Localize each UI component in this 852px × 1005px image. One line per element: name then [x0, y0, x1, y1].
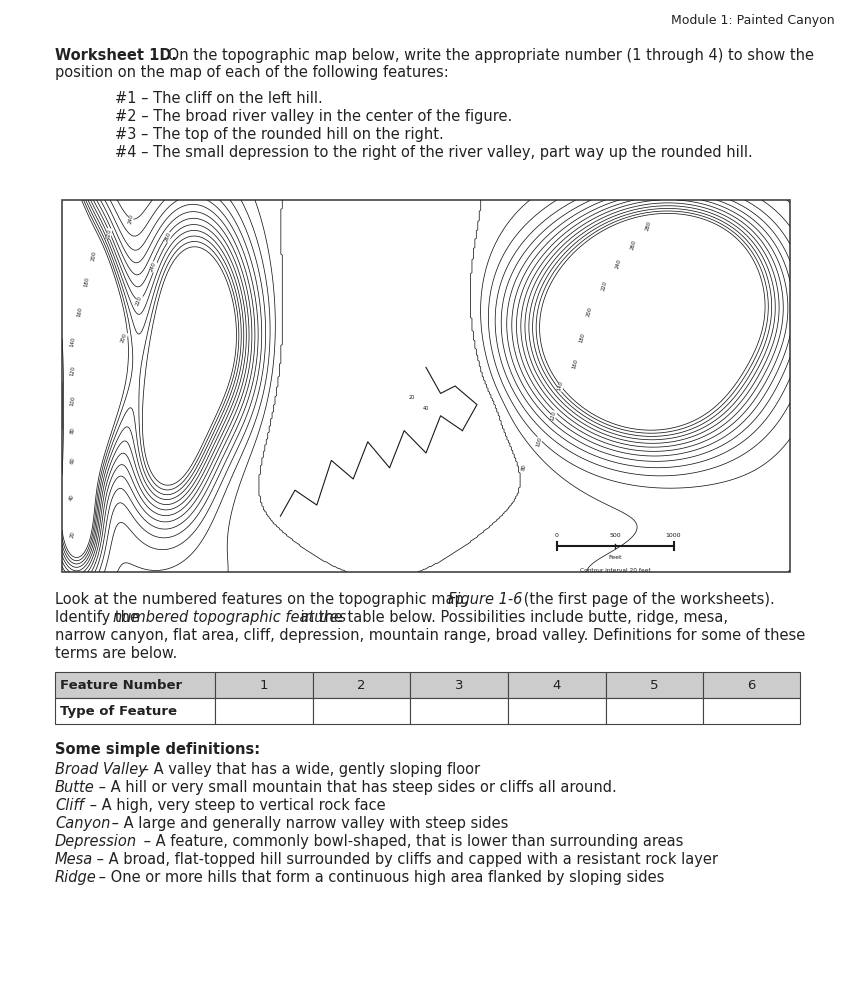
- Text: Worksheet 1D.: Worksheet 1D.: [55, 48, 177, 63]
- Text: narrow canyon, flat area, cliff, depression, mountain range, broad valley. Defin: narrow canyon, flat area, cliff, depress…: [55, 628, 805, 643]
- Text: 80: 80: [521, 464, 527, 471]
- Bar: [606, 698, 703, 724]
- Text: Feet: Feet: [608, 555, 622, 560]
- Text: 6: 6: [747, 678, 756, 691]
- Text: 4: 4: [553, 678, 561, 691]
- Text: 100: 100: [535, 436, 543, 447]
- Text: (the first page of the worksheets).: (the first page of the worksheets).: [519, 592, 774, 607]
- Text: 200: 200: [91, 250, 98, 261]
- Text: in the table below. Possibilities include butte, ridge, mesa,: in the table below. Possibilities includ…: [296, 610, 728, 625]
- Text: 180: 180: [579, 332, 586, 343]
- Text: Broad Valley: Broad Valley: [55, 762, 147, 777]
- Text: Figure 1-6: Figure 1-6: [448, 592, 522, 607]
- Text: Cliff: Cliff: [55, 798, 83, 813]
- Text: 20: 20: [69, 531, 75, 539]
- Text: 160: 160: [572, 358, 579, 369]
- Text: #4 – The small depression to the right of the river valley, part way up the roun: #4 – The small depression to the right o…: [115, 145, 753, 160]
- Text: On the topographic map below, write the appropriate number (1 through 4) to show: On the topographic map below, write the …: [163, 48, 814, 63]
- Bar: [313, 672, 411, 698]
- Text: 260: 260: [164, 231, 172, 243]
- Text: 20: 20: [408, 395, 415, 400]
- Text: Depression: Depression: [55, 834, 137, 849]
- Text: 140: 140: [69, 336, 76, 347]
- Text: 40: 40: [423, 406, 429, 411]
- Text: terms are below.: terms are below.: [55, 646, 177, 661]
- Bar: [606, 672, 703, 698]
- Text: #2 – The broad river valley in the center of the figure.: #2 – The broad river valley in the cente…: [115, 109, 512, 124]
- Text: 240: 240: [615, 257, 623, 268]
- Text: 3: 3: [455, 678, 463, 691]
- Bar: [216, 698, 313, 724]
- Text: 1000: 1000: [665, 533, 682, 538]
- Text: 140: 140: [557, 381, 565, 392]
- Bar: [703, 672, 800, 698]
- Text: – A feature, commonly bowl-shaped, that is lower than surrounding areas: – A feature, commonly bowl-shaped, that …: [139, 834, 683, 849]
- Text: Canyon: Canyon: [55, 816, 111, 831]
- Text: 5: 5: [650, 678, 659, 691]
- Text: – A high, very steep to vertical rock face: – A high, very steep to vertical rock fa…: [85, 798, 386, 813]
- Bar: [411, 672, 508, 698]
- Text: 80: 80: [69, 427, 75, 434]
- Text: 100: 100: [69, 395, 76, 406]
- Text: Look at the numbered features on the topographic map,: Look at the numbered features on the top…: [55, 592, 473, 607]
- Text: Module 1: Painted Canyon: Module 1: Painted Canyon: [671, 14, 835, 27]
- Text: – A large and generally narrow valley with steep sides: – A large and generally narrow valley wi…: [107, 816, 509, 831]
- Bar: [55, 698, 216, 724]
- Text: 120: 120: [550, 410, 557, 421]
- Text: – A hill or very small mountain that has steep sides or cliffs all around.: – A hill or very small mountain that has…: [94, 780, 617, 795]
- Text: 220: 220: [106, 228, 112, 239]
- Text: 500: 500: [609, 533, 621, 538]
- Text: Contour interval 20 feet: Contour interval 20 feet: [580, 568, 651, 573]
- Text: – A valley that has a wide, gently sloping floor: – A valley that has a wide, gently slopi…: [137, 762, 481, 777]
- Text: 200: 200: [120, 332, 129, 344]
- Text: #3 – The top of the rounded hill on the right.: #3 – The top of the rounded hill on the …: [115, 127, 444, 142]
- Text: numbered topographic features: numbered topographic features: [113, 610, 346, 625]
- Text: Feature Number: Feature Number: [60, 678, 182, 691]
- Bar: [411, 698, 508, 724]
- Text: 2: 2: [357, 678, 366, 691]
- Bar: [62, 200, 790, 572]
- Text: 40: 40: [69, 493, 75, 501]
- Text: 160: 160: [77, 307, 83, 317]
- Text: 220: 220: [601, 280, 608, 291]
- Text: Ridge: Ridge: [55, 870, 97, 885]
- Text: 260: 260: [630, 239, 637, 250]
- Text: 200: 200: [586, 307, 594, 318]
- Bar: [313, 698, 411, 724]
- Text: Mesa: Mesa: [55, 852, 93, 867]
- Text: – One or more hills that form a continuous high area flanked by sloping sides: – One or more hills that form a continuo…: [94, 870, 665, 885]
- Text: 240: 240: [149, 261, 158, 272]
- Text: 240: 240: [128, 213, 135, 224]
- Text: 1: 1: [260, 678, 268, 691]
- Bar: [508, 672, 606, 698]
- Text: #1 – The cliff on the left hill.: #1 – The cliff on the left hill.: [115, 91, 323, 106]
- Text: 120: 120: [69, 366, 76, 377]
- Text: Identify the: Identify the: [55, 610, 144, 625]
- Text: Butte: Butte: [55, 780, 95, 795]
- Text: 220: 220: [135, 294, 143, 307]
- Bar: [55, 672, 216, 698]
- Text: 60: 60: [69, 456, 75, 464]
- Text: Some simple definitions:: Some simple definitions:: [55, 742, 260, 757]
- Text: – A broad, flat-topped hill surrounded by cliffs and capped with a resistant roc: – A broad, flat-topped hill surrounded b…: [92, 852, 718, 867]
- Text: 280: 280: [644, 220, 652, 231]
- Bar: [703, 698, 800, 724]
- Text: position on the map of each of the following features:: position on the map of each of the follo…: [55, 65, 449, 80]
- Bar: [216, 672, 313, 698]
- Text: Type of Feature: Type of Feature: [60, 705, 177, 718]
- Bar: [508, 698, 606, 724]
- Text: 0: 0: [556, 533, 559, 538]
- Text: 180: 180: [83, 276, 90, 287]
